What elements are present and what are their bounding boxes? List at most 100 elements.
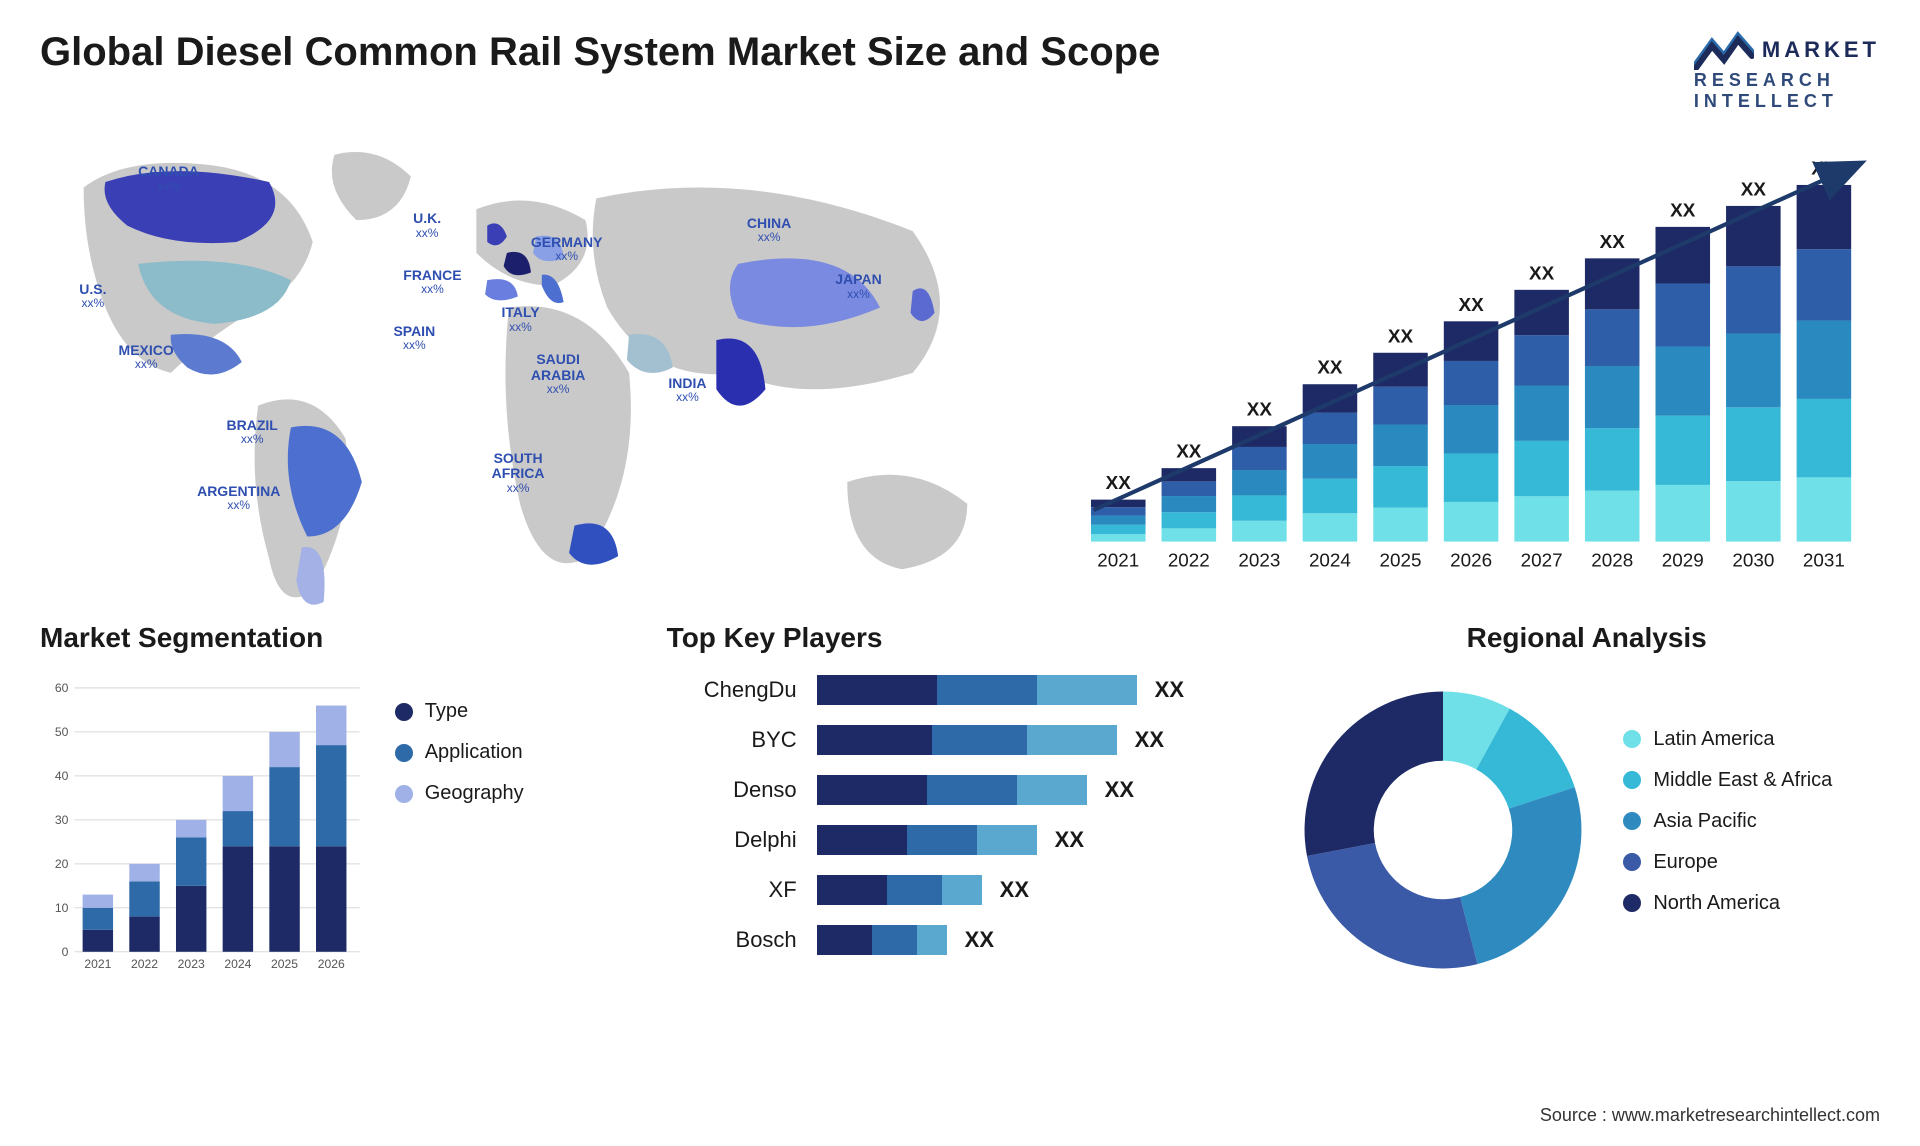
player-bar (817, 775, 1087, 805)
legend-swatch (1623, 812, 1641, 830)
player-bar-wrap: XX (817, 925, 1254, 955)
growth-bar-label: XX (1741, 179, 1767, 200)
seg-xtick: 2024 (224, 957, 251, 971)
player-bar-seg (907, 825, 977, 855)
growth-bar-seg (1091, 525, 1146, 534)
players-title: Top Key Players (667, 622, 1254, 654)
growth-bar-label: XX (1529, 263, 1555, 284)
growth-bar-seg (1796, 399, 1851, 477)
growth-bar-label: XX (1176, 442, 1202, 463)
player-bar-seg (887, 875, 942, 905)
growth-year-label: 2030 (1732, 551, 1774, 572)
region-legend-item: Latin America (1623, 728, 1880, 751)
legend-label: Geography (425, 782, 524, 805)
region-legend-item: Middle East & Africa (1623, 769, 1880, 792)
legend-swatch (1623, 771, 1641, 789)
growth-year-label: 2025 (1379, 551, 1421, 572)
region-legend-item: Asia Pacific (1623, 810, 1880, 833)
map-label-brazil: BRAZILxx% (227, 418, 278, 447)
seg-bar-seg (176, 886, 206, 952)
legend-swatch (1623, 730, 1641, 748)
player-bar-seg (942, 875, 982, 905)
logo-line3: INTELLECT (1694, 91, 1880, 112)
brand-logo: MARKET RESEARCH INTELLECT (1694, 30, 1880, 112)
players-panel: Top Key Players ChengDuXXBYCXXDensoXXDel… (667, 622, 1254, 1002)
legend-swatch (1623, 894, 1641, 912)
region-legend-item: North America (1623, 892, 1880, 915)
map-label-saudi-arabia: SAUDIARABIAxx% (531, 352, 585, 396)
legend-label: Latin America (1653, 728, 1774, 751)
player-row: BYCXX (667, 720, 1254, 760)
player-label: BYC (667, 727, 817, 753)
growth-year-label: 2023 (1238, 551, 1280, 572)
growth-bar-seg (1796, 477, 1851, 541)
player-bar-seg (1027, 725, 1117, 755)
player-bar-seg (932, 725, 1027, 755)
player-label: XF (667, 877, 817, 903)
donut-slice (1305, 692, 1443, 856)
seg-bar-seg (269, 846, 299, 952)
segmentation-panel: Market Segmentation 01020304050602021202… (40, 622, 627, 1002)
seg-ytick: 30 (55, 813, 69, 827)
growth-bar-seg (1444, 453, 1499, 501)
growth-bar-seg (1585, 428, 1640, 490)
seg-bar-seg (223, 776, 253, 811)
growth-bar-seg (1655, 284, 1710, 347)
player-row: DensoXX (667, 770, 1254, 810)
logo-icon (1694, 30, 1754, 70)
seg-legend-item: Type (395, 700, 627, 723)
seg-bar-seg (83, 908, 113, 930)
seg-xtick: 2021 (84, 957, 111, 971)
player-bar-wrap: XX (817, 725, 1254, 755)
growth-bar-label: XX (1247, 400, 1273, 421)
growth-year-label: 2026 (1450, 551, 1492, 572)
seg-bar-seg (176, 820, 206, 838)
growth-bar-seg (1444, 502, 1499, 542)
seg-ytick: 10 (55, 901, 69, 915)
growth-bar-seg (1655, 346, 1710, 415)
growth-bar-label: XX (1105, 473, 1131, 494)
growth-bar-label: XX (1388, 326, 1414, 347)
growth-bar-seg (1161, 496, 1216, 512)
legend-label: Middle East & Africa (1653, 769, 1832, 792)
player-bar-wrap: XX (817, 875, 1254, 905)
growth-bar-seg (1302, 384, 1357, 412)
growth-bar-seg (1373, 387, 1428, 425)
seg-bar-seg (129, 881, 159, 916)
growth-bar-label: XX (1317, 358, 1343, 379)
growth-bar-chart: XX2021XX2022XX2023XX2024XX2025XX2026XX20… (1062, 122, 1880, 584)
growth-bar-seg (1091, 534, 1146, 542)
regional-panel: Regional Analysis Latin AmericaMiddle Ea… (1293, 622, 1880, 1002)
legend-swatch (395, 744, 413, 762)
segmentation-title: Market Segmentation (40, 622, 627, 654)
growth-bar-seg (1514, 385, 1569, 440)
seg-xtick: 2022 (131, 957, 158, 971)
growth-year-label: 2022 (1168, 551, 1210, 572)
map-label-china: CHINAxx% (747, 216, 791, 245)
segmentation-bar-chart: 0102030405060202120222023202420252026 (40, 670, 365, 990)
world-map-panel: CANADAxx%U.S.xx%MEXICOxx%BRAZILxx%ARGENT… (40, 122, 1022, 592)
map-country-mexico (171, 334, 242, 375)
seg-bar-seg (269, 767, 299, 846)
player-bar-seg (977, 825, 1037, 855)
growth-bar-seg (1091, 516, 1146, 525)
seg-bar-seg (129, 864, 159, 882)
legend-label: Application (425, 741, 523, 764)
seg-xtick: 2025 (271, 957, 298, 971)
player-bar-wrap: XX (817, 775, 1254, 805)
player-bar-seg (817, 825, 907, 855)
seg-ytick: 0 (62, 945, 69, 959)
growth-bar-seg (1514, 335, 1569, 385)
seg-bar-seg (176, 837, 206, 885)
player-bar-seg (937, 675, 1037, 705)
player-bar-seg (917, 925, 947, 955)
player-bar-seg (817, 925, 872, 955)
legend-swatch (395, 785, 413, 803)
player-bar-seg (817, 875, 887, 905)
region-legend-item: Europe (1623, 851, 1880, 874)
growth-bar-seg (1585, 366, 1640, 428)
legend-label: North America (1653, 892, 1780, 915)
growth-bar-seg (1796, 185, 1851, 249)
player-row: DelphiXX (667, 820, 1254, 860)
seg-bar-seg (223, 811, 253, 846)
